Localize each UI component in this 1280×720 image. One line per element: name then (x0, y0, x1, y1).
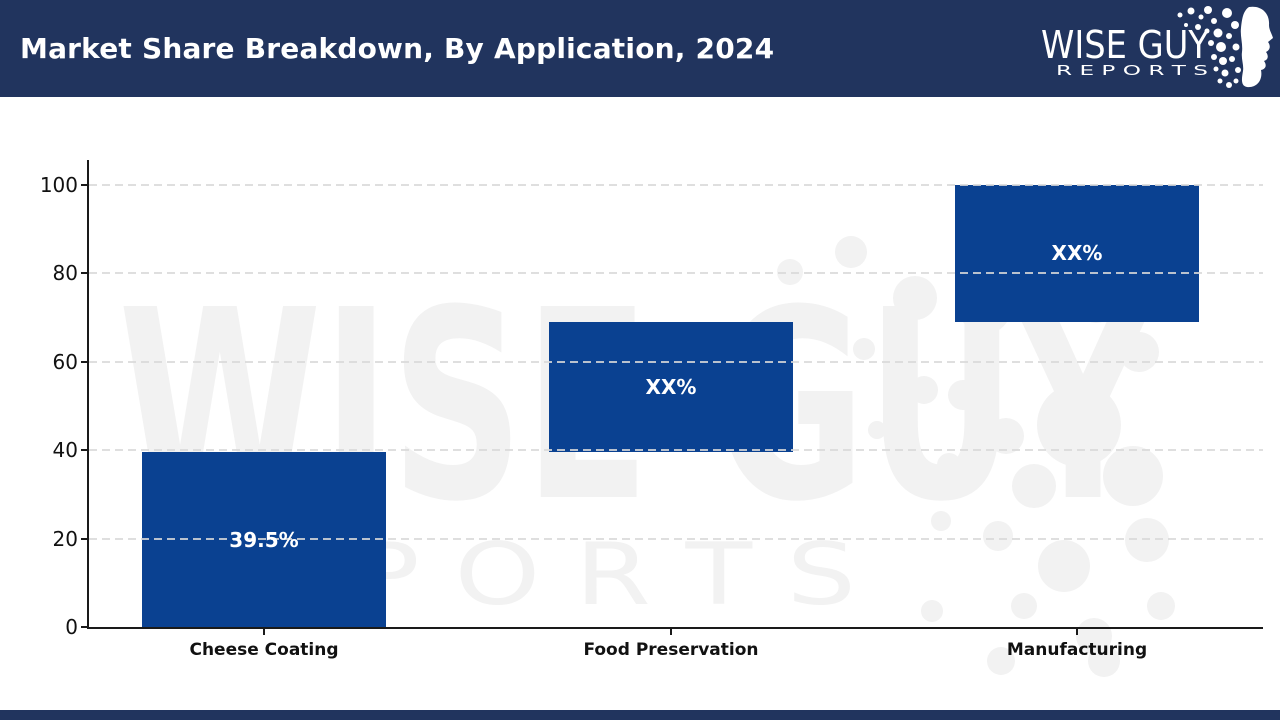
bar (955, 184, 1199, 322)
y-tick-mark (81, 272, 89, 274)
bar-value-label: XX% (645, 374, 697, 399)
gridline (89, 360, 1263, 363)
y-tick-label: 20 (52, 526, 78, 551)
footer-bar (0, 710, 1280, 720)
bar-value-label: XX% (1051, 241, 1103, 266)
y-axis-spine (87, 160, 89, 629)
wise-guy-reports-logo: WISE GUY R E P O R T S (1041, 6, 1273, 88)
y-tick-label: 40 (52, 438, 78, 462)
logo-dots-icon (1177, 6, 1241, 88)
bar (549, 321, 793, 453)
logo-text-line1: WISE GUY (1041, 23, 1210, 67)
x-axis-label: Food Preservation (583, 640, 759, 660)
page-title: Market Share Breakdown, By Application, … (20, 32, 775, 65)
y-tick-mark (81, 449, 89, 451)
gridline (89, 183, 1263, 186)
x-tick-mark (263, 628, 265, 635)
x-tick-mark (670, 628, 672, 635)
chart-area: WISE GUY R E P O R T S 0 20 40 60 80 100 39.5%… (0, 97, 1280, 710)
y-tick-label: 0 (65, 615, 78, 639)
bar-value-label: 39.5% (229, 527, 299, 552)
bar (142, 452, 386, 627)
x-axis-spine (87, 627, 1263, 629)
gridline (89, 537, 1263, 540)
logo-face-icon (1240, 6, 1273, 88)
y-tick-label: 80 (52, 261, 78, 285)
y-tick-mark (81, 183, 89, 186)
y-tick-label: 100 (39, 172, 78, 197)
header-bar: Market Share Breakdown, By Application, … (0, 0, 1280, 97)
x-axis-label: Cheese Coating (189, 640, 339, 660)
logo-text-line2: R E P O R T S (1056, 64, 1208, 79)
y-tick-mark (81, 626, 89, 628)
gridline (89, 449, 1263, 451)
y-tick-mark (81, 537, 89, 540)
x-axis-label: Manufacturing (1006, 640, 1148, 660)
y-tick-label: 60 (52, 349, 78, 374)
gridline (89, 272, 1263, 274)
y-tick-mark (81, 360, 89, 363)
x-tick-mark (1076, 628, 1078, 635)
watermark-dots-icon (777, 236, 1175, 677)
